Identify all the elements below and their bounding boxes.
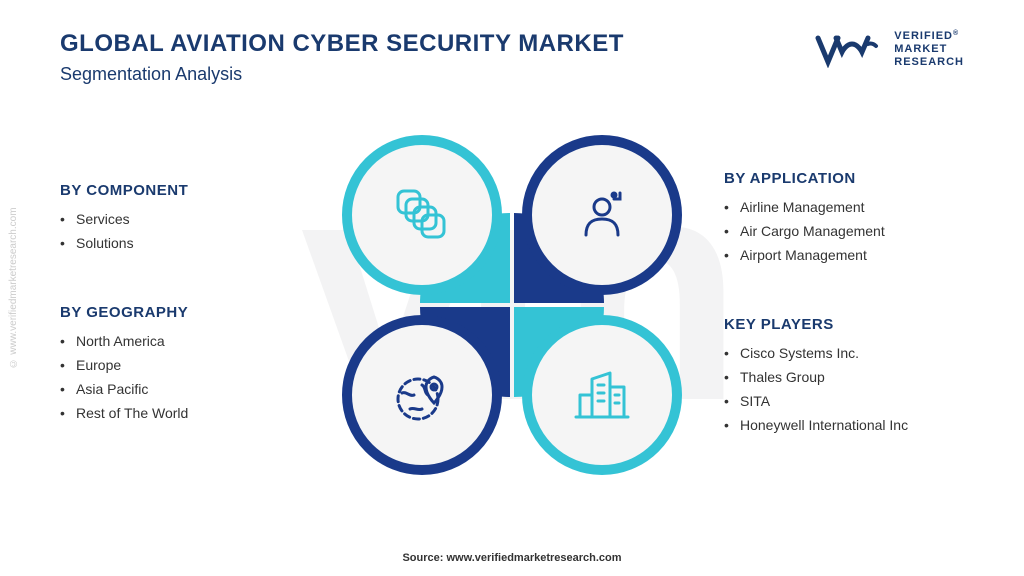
logo-line3: RESEARCH xyxy=(894,56,964,68)
header: GLOBAL AVIATION CYBER SECURITY MARKET Se… xyxy=(60,30,964,85)
left-column: BY COMPONENT Services Solutions BY GEOGR… xyxy=(60,182,300,429)
container: GLOBAL AVIATION CYBER SECURITY MARKET Se… xyxy=(0,0,1024,576)
source-text: Source: www.verifiedmarketresearch.com xyxy=(402,552,621,564)
petal-component xyxy=(342,135,502,295)
list-item: Rest of The World xyxy=(60,405,300,421)
list-item: Honeywell International Inc xyxy=(724,417,964,433)
segment-title: BY GEOGRAPHY xyxy=(60,304,300,321)
segment-application: BY APPLICATION Airline Management Air Ca… xyxy=(724,170,964,271)
list-item: North America xyxy=(60,333,300,349)
petal-geography xyxy=(342,315,502,475)
list-item: Europe xyxy=(60,357,300,373)
segment-list: Services Solutions xyxy=(60,211,300,251)
segment-list: Cisco Systems Inc. Thales Group SITA Hon… xyxy=(724,345,964,433)
list-item: Thales Group xyxy=(724,369,964,385)
list-item: Airline Management xyxy=(724,199,964,215)
segment-list: Airline Management Air Cargo Management … xyxy=(724,199,964,263)
page-title: GLOBAL AVIATION CYBER SECURITY MARKET xyxy=(60,30,624,58)
center-diagram xyxy=(342,135,682,475)
segment-players: KEY PLAYERS Cisco Systems Inc. Thales Gr… xyxy=(724,316,964,441)
segment-component: BY COMPONENT Services Solutions xyxy=(60,182,300,259)
segment-title: BY APPLICATION xyxy=(724,170,964,187)
petal-players xyxy=(522,315,682,475)
content: BY COMPONENT Services Solutions BY GEOGR… xyxy=(60,105,964,505)
list-item: Asia Pacific xyxy=(60,381,300,397)
component-icon xyxy=(392,185,452,245)
registered-mark: ® xyxy=(953,30,959,37)
players-icon xyxy=(572,365,632,425)
title-block: GLOBAL AVIATION CYBER SECURITY MARKET Se… xyxy=(60,30,624,85)
logo-mark-icon xyxy=(814,32,884,68)
right-column: BY APPLICATION Airline Management Air Ca… xyxy=(724,170,964,441)
petal-application xyxy=(522,135,682,295)
segment-geography: BY GEOGRAPHY North America Europe Asia P… xyxy=(60,304,300,429)
segment-list: North America Europe Asia Pacific Rest o… xyxy=(60,333,300,421)
watermark-side: © www.verifiedmarketresearch.com xyxy=(8,207,19,368)
list-item: Solutions xyxy=(60,235,300,251)
list-item: Airport Management xyxy=(724,247,964,263)
list-item: Cisco Systems Inc. xyxy=(724,345,964,361)
segment-title: BY COMPONENT xyxy=(60,182,300,199)
logo-text: VERIFIED® MARKET RESEARCH xyxy=(894,30,964,70)
geography-icon xyxy=(392,365,452,425)
logo-line1: VERIFIED xyxy=(894,30,953,42)
logo-line2: MARKET xyxy=(894,43,947,55)
page-subtitle: Segmentation Analysis xyxy=(60,64,624,85)
list-item: Air Cargo Management xyxy=(724,223,964,239)
logo: VERIFIED® MARKET RESEARCH xyxy=(814,30,964,70)
segment-title: KEY PLAYERS xyxy=(724,316,964,333)
list-item: SITA xyxy=(724,393,964,409)
list-item: Services xyxy=(60,211,300,227)
application-icon xyxy=(572,185,632,245)
